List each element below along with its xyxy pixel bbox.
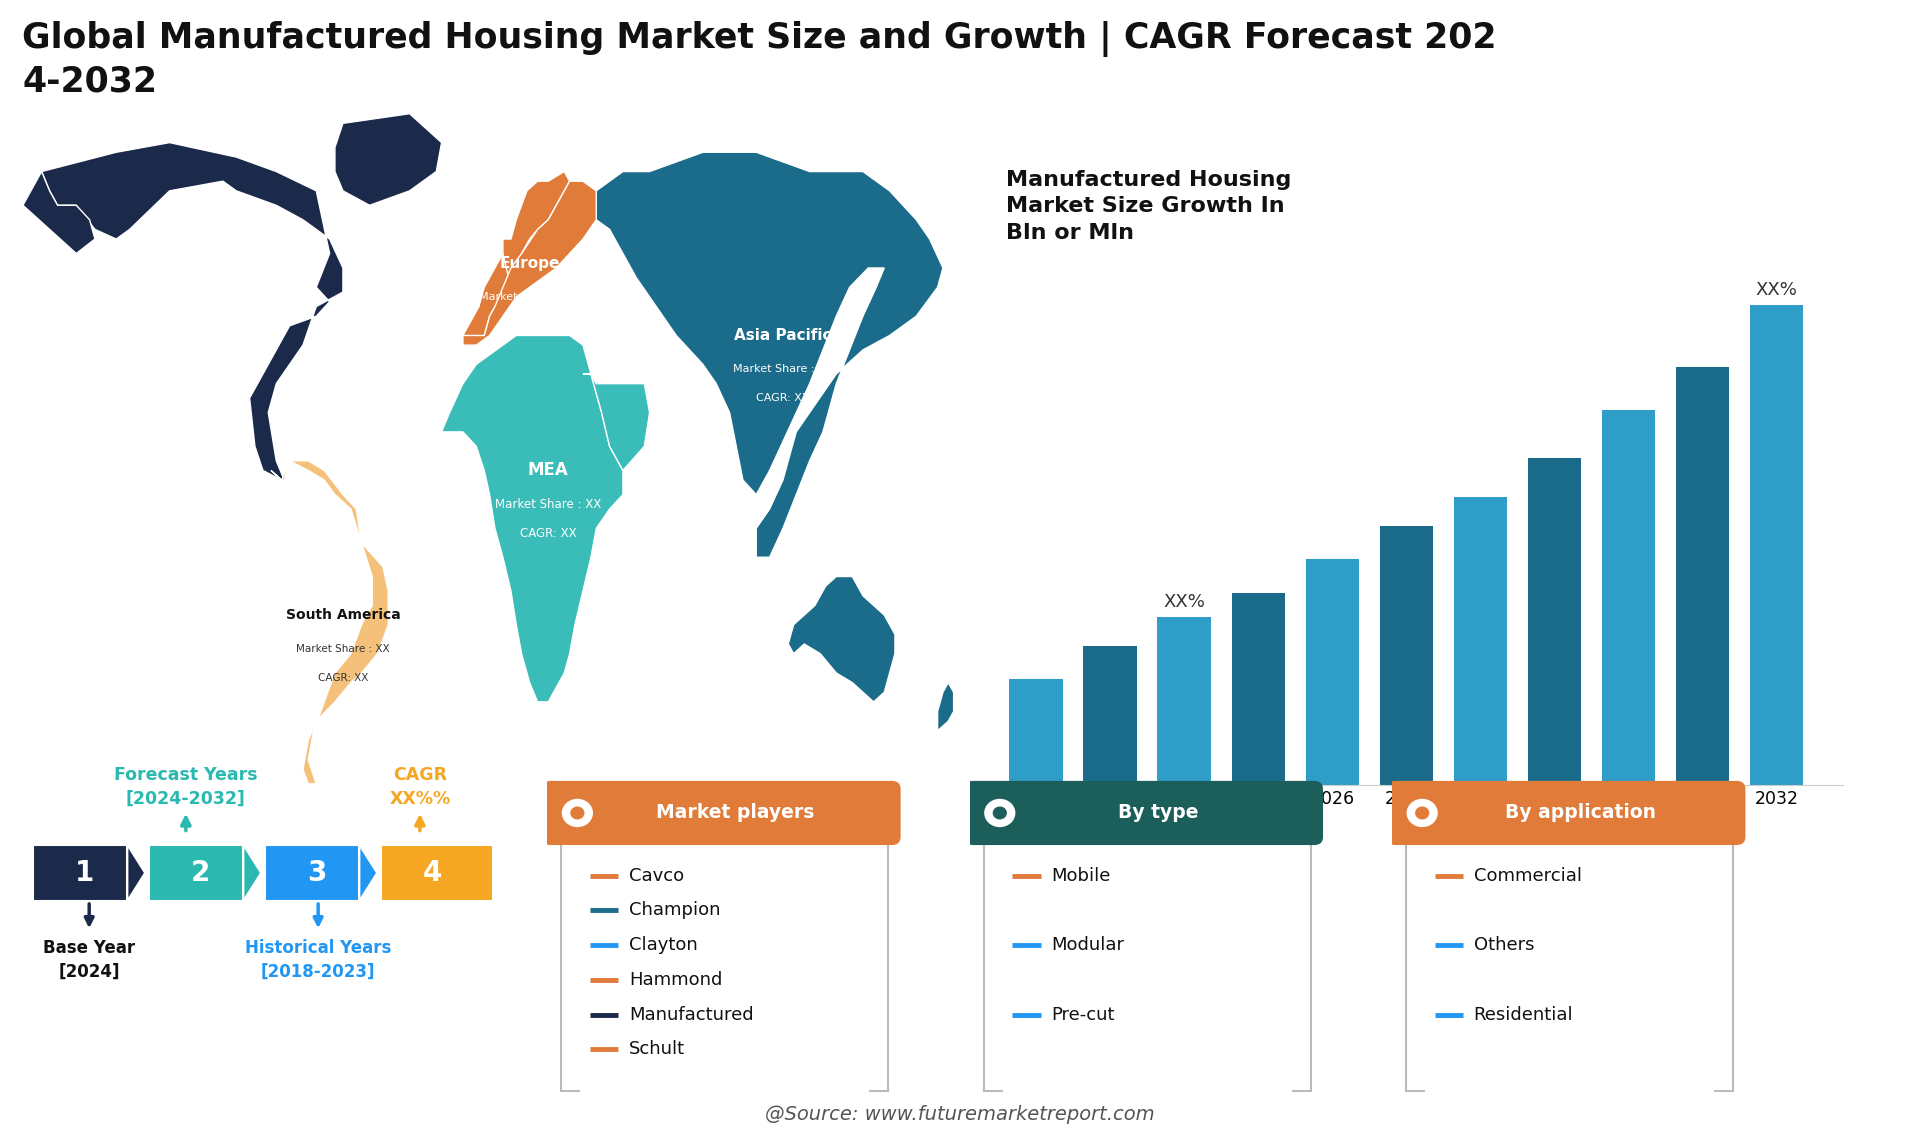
Polygon shape xyxy=(127,845,146,901)
Circle shape xyxy=(1415,807,1428,818)
Text: Forecast Years: Forecast Years xyxy=(113,766,257,784)
Text: Clayton: Clayton xyxy=(630,936,697,955)
Text: Mobile: Mobile xyxy=(1052,866,1110,885)
Text: Residential: Residential xyxy=(1475,1005,1572,1023)
Text: Base Year: Base Year xyxy=(42,939,134,957)
Text: 4: 4 xyxy=(422,858,442,887)
Text: Modular: Modular xyxy=(1052,936,1125,955)
Text: Market Share : XX: Market Share : XX xyxy=(169,305,276,317)
Text: Others: Others xyxy=(1475,936,1534,955)
Text: 2: 2 xyxy=(192,858,211,887)
Bar xyxy=(1528,458,1582,785)
Text: CAGR: CAGR xyxy=(394,766,447,784)
Text: CAGR: XX: CAGR: XX xyxy=(756,393,810,403)
Circle shape xyxy=(1407,800,1436,826)
Polygon shape xyxy=(23,172,94,253)
Text: North
America: North America xyxy=(184,258,261,297)
FancyBboxPatch shape xyxy=(1386,780,1745,845)
Polygon shape xyxy=(789,576,895,701)
FancyBboxPatch shape xyxy=(33,845,127,901)
Circle shape xyxy=(985,800,1014,826)
Text: CAGR: XX: CAGR: XX xyxy=(503,321,557,331)
Text: South America: South America xyxy=(286,609,399,622)
Polygon shape xyxy=(359,845,376,901)
Text: XX%: XX% xyxy=(1164,594,1206,611)
Bar xyxy=(1380,526,1432,785)
FancyBboxPatch shape xyxy=(541,780,900,845)
Text: By application: By application xyxy=(1505,803,1655,823)
FancyBboxPatch shape xyxy=(964,780,1323,845)
Text: Market Share : XX: Market Share : XX xyxy=(495,497,601,511)
Text: CAGR: XX: CAGR: XX xyxy=(520,527,576,540)
Text: Schult: Schult xyxy=(630,1041,685,1059)
Bar xyxy=(1751,305,1803,785)
Text: @Source: www.futuremarketreport.com: @Source: www.futuremarketreport.com xyxy=(766,1105,1154,1124)
Text: MEA: MEA xyxy=(528,462,568,479)
Text: CAGR: XX: CAGR: XX xyxy=(194,333,252,347)
Text: Manufactured Housing
Market Size Growth In
Bln or Mln: Manufactured Housing Market Size Growth … xyxy=(1006,170,1292,243)
Text: Hammond: Hammond xyxy=(630,971,722,989)
Text: Commercial: Commercial xyxy=(1475,866,1582,885)
Text: By type: By type xyxy=(1117,803,1198,823)
Text: 3: 3 xyxy=(307,858,326,887)
Text: Market players: Market players xyxy=(657,803,814,823)
Bar xyxy=(1083,645,1137,785)
FancyBboxPatch shape xyxy=(265,845,359,901)
Text: Manufactured: Manufactured xyxy=(630,1005,753,1023)
Polygon shape xyxy=(463,181,597,345)
Text: Market Share : XX: Market Share : XX xyxy=(296,644,390,654)
Polygon shape xyxy=(42,142,344,480)
Polygon shape xyxy=(557,152,943,557)
Bar xyxy=(1601,410,1655,785)
Text: XX%: XX% xyxy=(1757,281,1797,299)
Text: Champion: Champion xyxy=(630,901,720,919)
Bar xyxy=(1010,680,1062,785)
Text: [2024-2032]: [2024-2032] xyxy=(127,791,246,808)
Text: 4-2032: 4-2032 xyxy=(21,64,157,99)
Polygon shape xyxy=(503,172,570,288)
Text: 1: 1 xyxy=(75,858,94,887)
Polygon shape xyxy=(584,374,649,471)
FancyBboxPatch shape xyxy=(382,845,493,901)
Circle shape xyxy=(563,800,591,826)
Text: Market Share : XX: Market Share : XX xyxy=(480,292,580,301)
Text: [2018-2023]: [2018-2023] xyxy=(261,963,376,981)
Bar xyxy=(1453,496,1507,785)
Text: [2024]: [2024] xyxy=(58,963,119,981)
Bar xyxy=(1158,617,1212,785)
Text: Cavco: Cavco xyxy=(630,866,684,885)
Polygon shape xyxy=(334,113,442,205)
Circle shape xyxy=(993,807,1006,818)
Text: CAGR: XX: CAGR: XX xyxy=(317,673,369,683)
Circle shape xyxy=(570,807,584,818)
Polygon shape xyxy=(463,172,570,345)
Bar xyxy=(1231,592,1284,785)
Text: Market Share : XX: Market Share : XX xyxy=(733,364,833,375)
Polygon shape xyxy=(937,683,954,731)
Text: Historical Years: Historical Years xyxy=(246,939,392,957)
FancyBboxPatch shape xyxy=(150,845,244,901)
Bar xyxy=(1676,367,1730,785)
Bar xyxy=(1306,559,1359,785)
Polygon shape xyxy=(442,336,622,701)
Text: Asia Pacific: Asia Pacific xyxy=(733,328,831,343)
Polygon shape xyxy=(271,461,388,784)
Polygon shape xyxy=(244,845,261,901)
Text: Pre-cut: Pre-cut xyxy=(1052,1005,1116,1023)
Text: Europe: Europe xyxy=(499,256,561,270)
Text: XX%%: XX%% xyxy=(390,791,451,808)
Text: Global Manufactured Housing Market Size and Growth | CAGR Forecast 202: Global Manufactured Housing Market Size … xyxy=(21,21,1496,57)
